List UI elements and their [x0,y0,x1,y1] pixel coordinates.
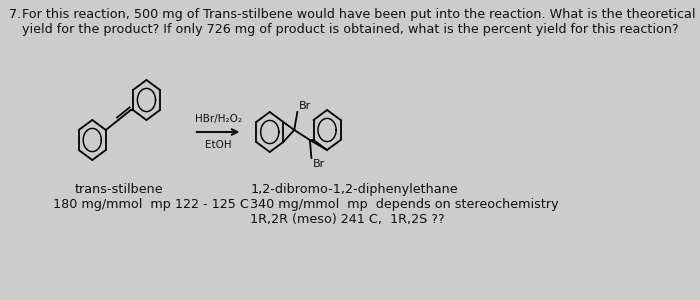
Text: 7.: 7. [9,8,22,21]
Text: EtOH: EtOH [205,140,232,150]
Text: For this reaction, 500 mg of Trans-stilbene would have been put into the reactio: For this reaction, 500 mg of Trans-stilb… [22,8,695,36]
Text: 1,2-dibromo-1,2-diphenylethane: 1,2-dibromo-1,2-diphenylethane [250,183,458,196]
Text: Br: Br [313,159,326,169]
Text: trans-stilbene: trans-stilbene [74,183,163,196]
Text: 340 mg/mmol  mp  depends on stereochemistry: 340 mg/mmol mp depends on stereochemistr… [250,198,559,211]
Text: HBr/H₂O₂: HBr/H₂O₂ [195,114,242,124]
Text: Br: Br [299,101,312,111]
Text: 1R,2R (meso) 241 C,  1R,2S ??: 1R,2R (meso) 241 C, 1R,2S ?? [250,213,444,226]
Text: 180 mg/mmol  mp 122 - 125 C: 180 mg/mmol mp 122 - 125 C [53,198,249,211]
